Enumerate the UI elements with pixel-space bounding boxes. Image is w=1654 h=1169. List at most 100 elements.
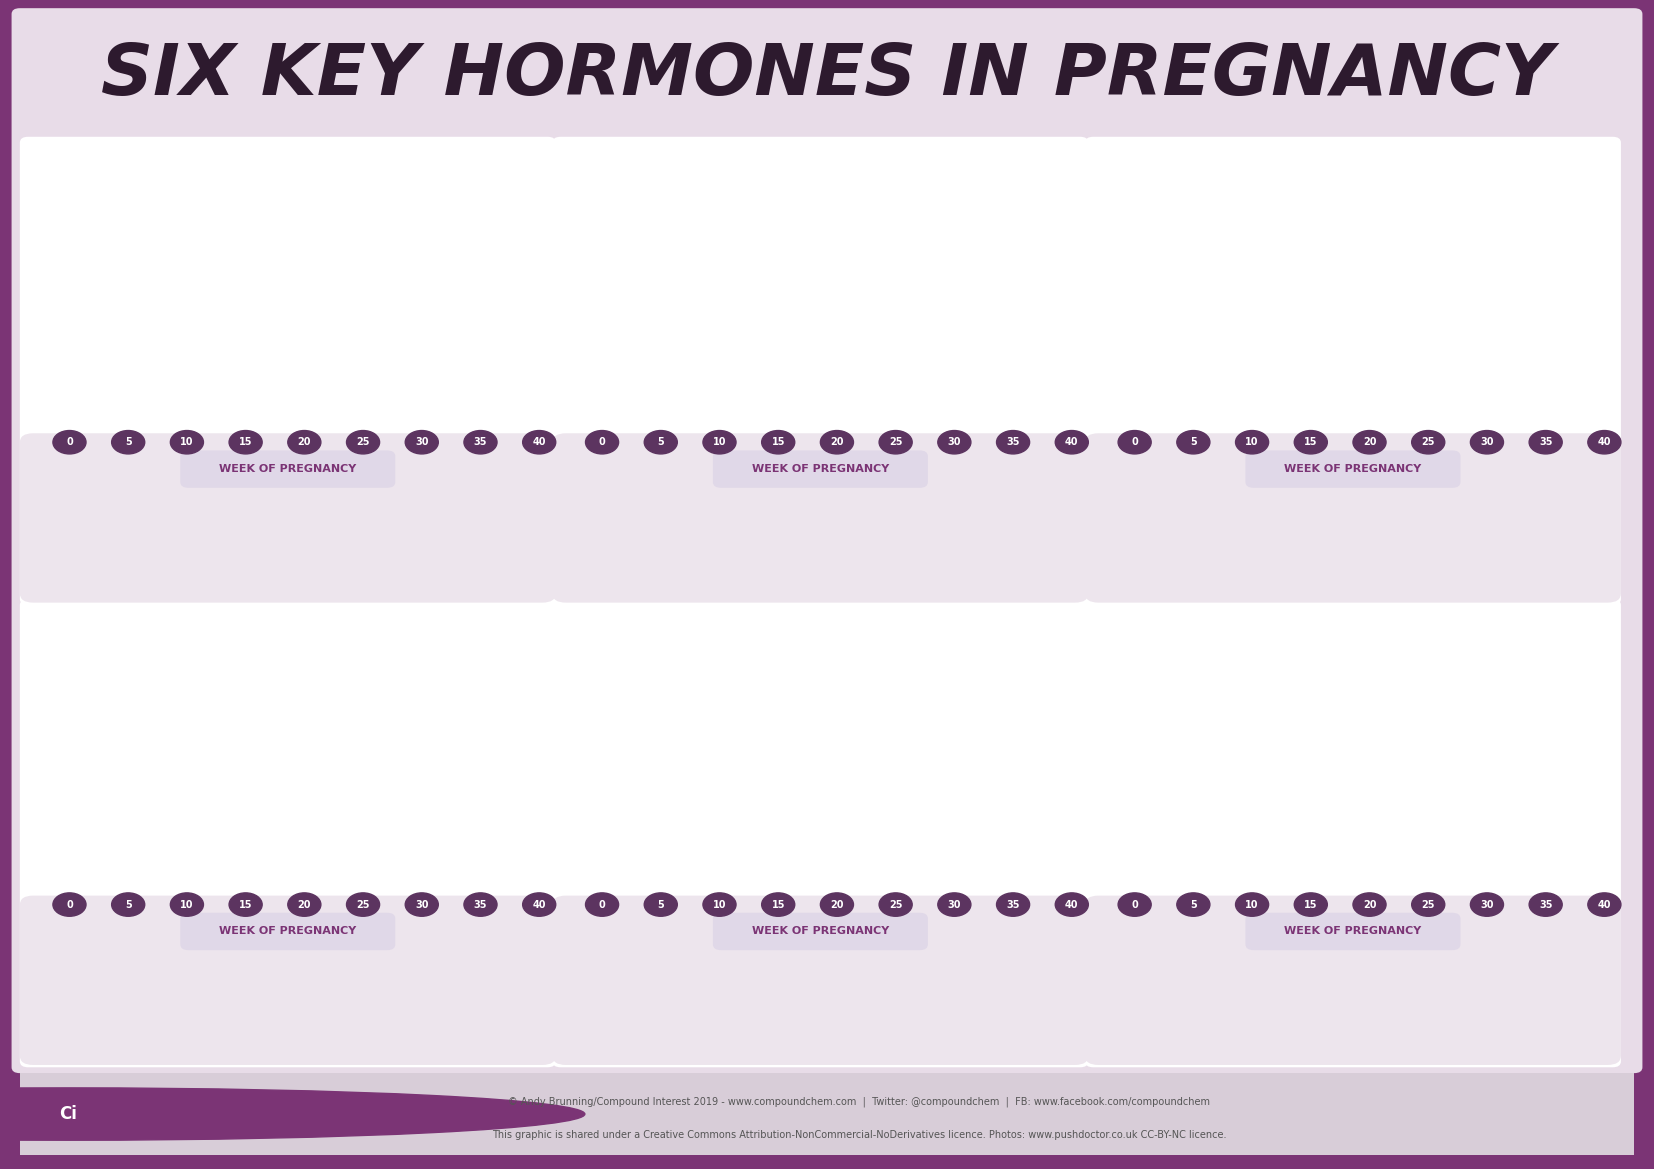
Text: 5: 5 [124, 437, 132, 448]
Text: Prolactin is the main hormone needed to produce breast
milk. It contributes to e: Prolactin is the main hormone needed to … [111, 947, 465, 1014]
Text: RELAXIN: RELAXIN [774, 617, 867, 637]
Text: 30: 30 [1480, 437, 1494, 448]
Bar [719, 687, 1072, 879]
FancyBboxPatch shape [1067, 603, 1639, 651]
Text: 30: 30 [948, 900, 961, 909]
Y-axis label: OESTROGEN LEVEL: OESTROGEN LEVEL [1121, 276, 1130, 365]
Text: Oxytocin levels rise at the start of labour, stimulating
contractions of uterine: Oxytocin levels rise at the start of lab… [1174, 947, 1532, 1014]
Text: 30: 30 [1480, 900, 1494, 909]
FancyBboxPatch shape [534, 603, 1107, 651]
Text: 15: 15 [238, 437, 253, 448]
Text: 20: 20 [830, 437, 844, 448]
Bar [602, 224, 719, 416]
Text: 5: 5 [657, 900, 665, 909]
Text: WEEK OF PREGNANCY: WEEK OF PREGNANCY [1285, 464, 1421, 475]
Bar [602, 687, 719, 879]
Text: 40: 40 [1598, 900, 1611, 909]
Text: PROGESTERONE: PROGESTERONE [733, 155, 908, 174]
Text: 35: 35 [1538, 437, 1553, 448]
Text: PRODUCED BY THE PLACENTA: PRODUCED BY THE PLACENTA [860, 248, 1011, 257]
Text: 10: 10 [1245, 437, 1259, 448]
Text: 40: 40 [1065, 437, 1078, 448]
Text: PRODUCED BY THE PITUITARY GLAND: PRODUCED BY THE PITUITARY GLAND [1298, 710, 1487, 719]
Text: 25: 25 [888, 900, 903, 909]
Text: 35: 35 [1006, 900, 1021, 909]
Text: hCG is produced by the placenta after implantation. It
supports the function of : hCG is produced by the placenta after im… [111, 484, 465, 552]
Text: PROLACTIN: PROLACTIN [225, 617, 351, 637]
Text: 20: 20 [1363, 437, 1376, 448]
Y-axis label: PROGESTERONE LEVEL: PROGESTERONE LEVEL [589, 268, 597, 374]
Text: PRODUCED BY THE PLACENTA: PRODUCED BY THE PLACENTA [375, 248, 524, 257]
Text: WEEK OF PREGNANCY: WEEK OF PREGNANCY [220, 464, 356, 475]
Text: 40: 40 [533, 900, 546, 909]
Text: 0: 0 [1131, 900, 1138, 909]
Bar [1135, 224, 1252, 416]
Text: PRODUCED BY THE PLACENTA: PRODUCED BY THE PLACENTA [837, 710, 987, 719]
Text: 25: 25 [356, 437, 370, 448]
Text: 20: 20 [298, 900, 311, 909]
Text: 5: 5 [124, 900, 132, 909]
Text: 15: 15 [771, 900, 786, 909]
Text: 30: 30 [948, 437, 961, 448]
Text: 25: 25 [888, 437, 903, 448]
Text: Progesterone helps establish the placenta. It stimulates
growth of blood vessels: Progesterone helps establish the placent… [643, 484, 997, 552]
Text: 0: 0 [599, 437, 605, 448]
Text: 5: 5 [1189, 437, 1197, 448]
Text: 35: 35 [1538, 900, 1553, 909]
Text: 10: 10 [1245, 900, 1259, 909]
Text: 20: 20 [1363, 900, 1376, 909]
FancyBboxPatch shape [534, 140, 1107, 189]
FancyBboxPatch shape [2, 603, 574, 651]
Text: 15: 15 [1303, 900, 1318, 909]
Text: 5: 5 [657, 437, 665, 448]
Text: OESTROGEN: OESTROGEN [1285, 155, 1421, 174]
Text: Ci: Ci [60, 1105, 78, 1123]
Text: 25: 25 [356, 900, 370, 909]
Text: 15: 15 [1303, 437, 1318, 448]
Text: WEEK OF PREGNANCY: WEEK OF PREGNANCY [1285, 927, 1421, 936]
Text: 35: 35 [473, 900, 488, 909]
Y-axis label: PROLACTIN LEVEL: PROLACTIN LEVEL [56, 741, 65, 825]
Y-axis label: hCG LEVEL: hCG LEVEL [56, 296, 65, 346]
Text: © Andy Brunning/Compound Interest 2019 - www.compoundchem.com  |  Twitter: @comp: © Andy Brunning/Compound Interest 2019 -… [508, 1097, 1211, 1107]
Text: 10: 10 [180, 900, 194, 909]
Text: 10: 10 [180, 437, 194, 448]
Text: 25: 25 [1421, 437, 1436, 448]
Text: 15: 15 [238, 900, 253, 909]
Text: 40: 40 [1598, 437, 1611, 448]
Text: 5: 5 [1189, 900, 1197, 909]
Text: Relaxin inhibits uterus contraction to prevent premature
birth. It relaxes blood: Relaxin inhibits uterus contraction to p… [643, 947, 997, 1014]
Text: 20: 20 [830, 900, 844, 909]
Text: 0: 0 [599, 900, 605, 909]
Text: WEEK OF PREGNANCY: WEEK OF PREGNANCY [753, 927, 888, 936]
Text: SIX KEY HORMONES IN PREGNANCY: SIX KEY HORMONES IN PREGNANCY [101, 41, 1553, 110]
Text: OXYTOCIN: OXYTOCIN [1297, 617, 1409, 637]
Text: 10: 10 [713, 437, 726, 448]
Text: 30: 30 [415, 900, 428, 909]
Y-axis label: RELAXIN LEVEL: RELAXIN LEVEL [589, 747, 597, 818]
Text: PRODUCED BY
THE CORPUS
LUTEUM: PRODUCED BY THE CORPUS LUTEUM [620, 726, 693, 755]
FancyBboxPatch shape [2, 140, 574, 189]
Text: 10: 10 [713, 900, 726, 909]
Text: PRODUCED BY THE PITUITARY GLAND: PRODUCED BY THE PITUITARY GLAND [233, 710, 422, 719]
Text: PRODUCED BY
THE CORPUS
LUTEUM: PRODUCED BY THE CORPUS LUTEUM [625, 263, 698, 293]
Text: 0: 0 [66, 437, 73, 448]
Text: 35: 35 [1006, 437, 1021, 448]
Text: Oestrogen helps the uterus grow, maintains its lining,
and helps foetal organs d: Oestrogen helps the uterus grow, maintai… [1174, 484, 1532, 552]
Circle shape [0, 1088, 586, 1140]
Text: 20: 20 [298, 437, 311, 448]
Text: This graphic is shared under a Creative Commons Attribution-NonCommercial-NoDeri: This graphic is shared under a Creative … [491, 1129, 1227, 1140]
Y-axis label: OXYTOCIN LEVEL: OXYTOCIN LEVEL [1121, 743, 1130, 823]
Text: 15: 15 [771, 437, 786, 448]
Bar [1252, 224, 1604, 416]
FancyBboxPatch shape [0, 1072, 1654, 1156]
Text: 25: 25 [1421, 900, 1436, 909]
Text: PRODUCED BY
THE CORPUS
LUTEUM: PRODUCED BY THE CORPUS LUTEUM [1153, 263, 1226, 293]
Text: 0: 0 [66, 900, 73, 909]
Text: HUMAN CHORIONIC GONADOTROPIN: HUMAN CHORIONIC GONADOTROPIN [88, 155, 488, 174]
Text: 40: 40 [1065, 900, 1078, 909]
Text: 35: 35 [473, 437, 488, 448]
Text: WEEK OF PREGNANCY: WEEK OF PREGNANCY [753, 464, 888, 475]
Text: 30: 30 [415, 437, 428, 448]
Text: 40: 40 [533, 437, 546, 448]
